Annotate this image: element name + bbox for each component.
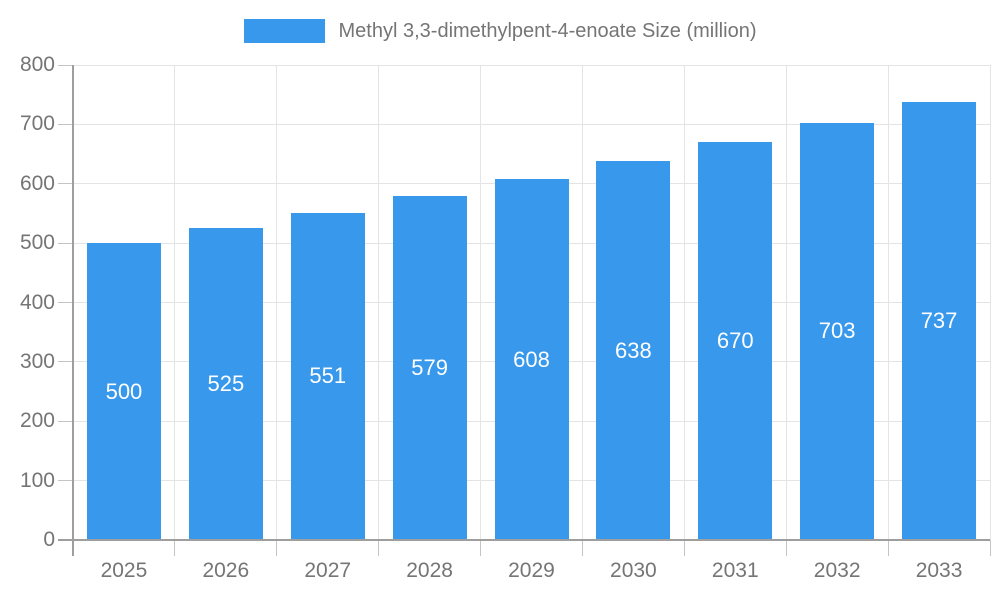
x-gridline <box>581 65 583 540</box>
x-tick <box>174 540 176 556</box>
y-tick <box>58 420 73 422</box>
y-axis-tick-label: 400 <box>19 290 55 314</box>
y-tick <box>58 64 73 66</box>
x-gridline <box>785 65 787 540</box>
bar-value-label: 737 <box>920 308 958 334</box>
bar-value-label: 638 <box>615 337 652 363</box>
bar <box>902 102 977 540</box>
x-axis-tick-label: 2033 <box>915 559 963 582</box>
x-gridline <box>378 65 380 540</box>
x-axis-tick-label: 2027 <box>304 559 352 582</box>
y-tick <box>58 480 73 482</box>
x-axis-tick-label: 2025 <box>100 559 148 582</box>
chart-legend: Methyl 3,3-dimethylpent-4-enoate Size (m… <box>0 19 1000 43</box>
legend-swatch <box>243 19 325 43</box>
x-axis-tick-label: 2029 <box>508 559 555 582</box>
y-tick <box>58 183 73 185</box>
bar-value-label: 579 <box>411 355 448 381</box>
y-axis-tick-label: 600 <box>19 171 55 195</box>
x-gridline <box>174 65 176 540</box>
y-tick <box>58 361 73 363</box>
x-gridline <box>683 65 685 540</box>
y-tick <box>58 302 73 303</box>
y-axis-tick-label: 700 <box>19 112 55 136</box>
bar-value-label: 670 <box>716 328 754 354</box>
x-tick <box>989 540 991 556</box>
bar <box>290 212 365 540</box>
y-tick <box>58 123 73 125</box>
bar <box>800 122 875 540</box>
bar-value-label: 608 <box>513 346 550 372</box>
x-axis-tick-label: 2028 <box>406 559 453 582</box>
x-tick <box>887 540 889 556</box>
x-tick <box>581 540 583 556</box>
y-axis-tick-label: 500 <box>19 231 55 255</box>
bar-value-label: 525 <box>207 371 245 397</box>
x-tick <box>785 540 787 556</box>
y-gridline <box>73 123 990 125</box>
x-tick <box>683 540 685 556</box>
bar <box>188 228 263 540</box>
y-axis-line <box>72 65 74 556</box>
y-axis-tick-label: 800 <box>19 53 55 76</box>
x-axis-tick-label: 2031 <box>711 559 759 582</box>
y-axis-tick-label: 100 <box>19 468 55 492</box>
x-gridline <box>989 65 991 540</box>
x-tick <box>480 540 482 556</box>
x-axis-tick-label: 2030 <box>610 559 657 582</box>
legend-label: Methyl 3,3-dimethylpent-4-enoate Size (m… <box>338 20 757 42</box>
bar <box>698 142 773 540</box>
bar <box>494 179 569 540</box>
x-tick <box>378 540 380 556</box>
y-axis-tick-label: 200 <box>19 409 55 433</box>
bar <box>86 243 161 540</box>
y-axis-tick-label: 0 <box>43 528 55 551</box>
y-axis-tick-label: 300 <box>19 349 55 373</box>
x-gridline <box>480 65 482 540</box>
x-axis-tick-label: 2032 <box>813 559 861 582</box>
bar <box>596 161 671 540</box>
y-tick <box>58 242 73 244</box>
x-gridline <box>276 65 278 540</box>
y-gridline <box>73 64 990 66</box>
x-gridline <box>887 65 889 540</box>
x-tick <box>276 540 278 556</box>
bar-value-label: 551 <box>309 363 347 389</box>
bar-value-label: 703 <box>818 318 856 344</box>
bar <box>392 196 467 540</box>
bar-value-label: 500 <box>105 378 143 404</box>
x-axis-tick-label: 2026 <box>202 559 250 582</box>
legend-item[interactable]: Methyl 3,3-dimethylpent-4-enoate Size (m… <box>243 19 757 43</box>
x-axis-line <box>58 539 990 541</box>
